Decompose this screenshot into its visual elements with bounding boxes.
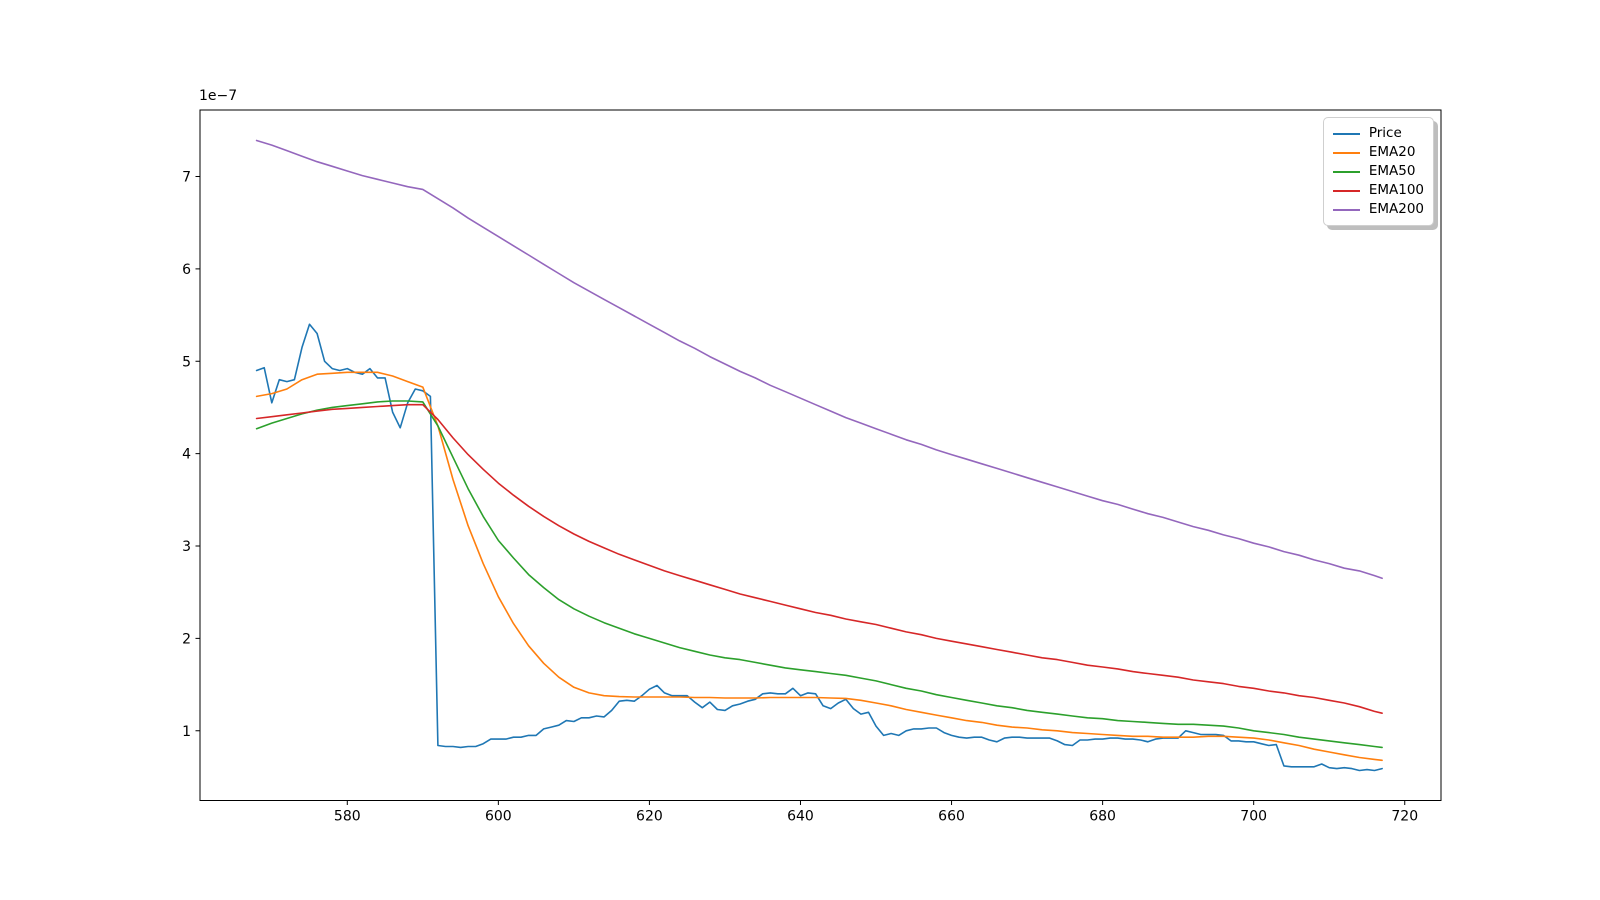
y-tick-label: 7 bbox=[182, 170, 191, 186]
series-line-ema200 bbox=[255, 139, 1383, 580]
legend-line-swatch bbox=[1332, 151, 1360, 154]
y-tick-label: 6 bbox=[182, 262, 191, 278]
y-tick-label: 3 bbox=[182, 539, 191, 555]
legend-entry-ema50: EMA50 bbox=[1332, 162, 1424, 181]
legend-line-swatch bbox=[1332, 189, 1360, 192]
legend-entry-ema200: EMA200 bbox=[1332, 200, 1424, 219]
legend-line-swatch bbox=[1332, 132, 1360, 135]
legend-line-swatch bbox=[1332, 208, 1360, 211]
x-tick-label: 660 bbox=[938, 809, 965, 825]
legend-entry-price: Price bbox=[1332, 124, 1424, 143]
x-tick-label: 720 bbox=[1391, 809, 1418, 825]
x-tick-label: 600 bbox=[485, 809, 512, 825]
x-tick-label: 620 bbox=[636, 809, 663, 825]
series-line-ema50 bbox=[255, 400, 1383, 749]
y-axis-offset-label: 1e−7 bbox=[199, 88, 238, 104]
legend-label: EMA20 bbox=[1368, 144, 1416, 160]
legend-label: Price bbox=[1368, 125, 1402, 141]
plot-border bbox=[199, 109, 1442, 801]
x-tick-label: 580 bbox=[334, 809, 361, 825]
legend-entry-ema20: EMA20 bbox=[1332, 143, 1424, 162]
legend: Price EMA20 EMA50 EMA100 EMA200 bbox=[1322, 117, 1434, 226]
series-line-ema100 bbox=[255, 403, 1383, 715]
series-line-price bbox=[255, 323, 1383, 772]
legend-label: EMA100 bbox=[1368, 182, 1424, 198]
x-tick-label: 640 bbox=[787, 809, 814, 825]
series-line-ema20 bbox=[255, 371, 1383, 762]
x-tick-label: 680 bbox=[1089, 809, 1116, 825]
y-tick-label: 4 bbox=[182, 447, 191, 463]
legend-label: EMA200 bbox=[1368, 201, 1424, 217]
y-tick-label: 1 bbox=[182, 724, 191, 740]
legend-entry-ema100: EMA100 bbox=[1332, 181, 1424, 200]
x-tick-label: 700 bbox=[1240, 809, 1267, 825]
y-tick-label: 2 bbox=[182, 631, 191, 647]
y-tick-label: 5 bbox=[182, 354, 191, 370]
legend-label: EMA50 bbox=[1368, 163, 1416, 179]
legend-line-swatch bbox=[1332, 170, 1360, 173]
